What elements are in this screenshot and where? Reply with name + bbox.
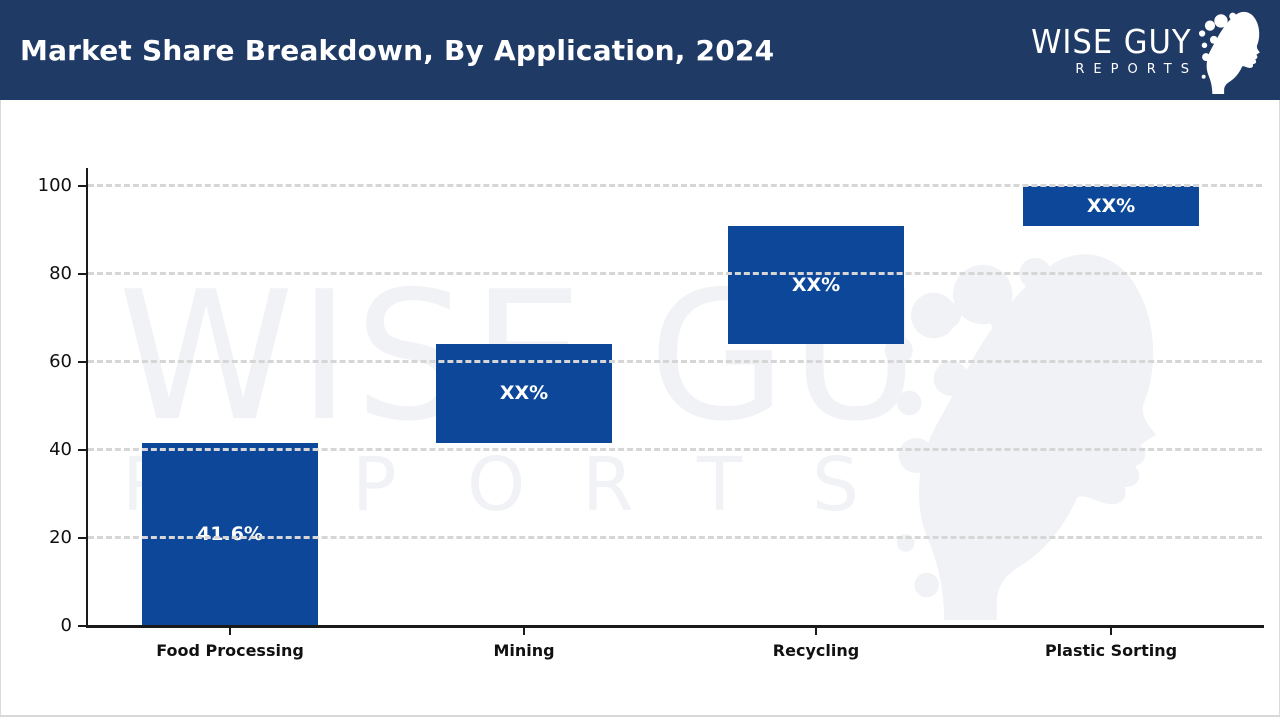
watermark-head-icon [884,254,1156,620]
y-tick [78,185,87,187]
y-tick [78,449,87,451]
watermark-letter: O [467,442,526,528]
gridline [88,272,1262,275]
gridline [88,536,1262,539]
bar-value-label: XX% [499,382,549,405]
bar-value-label: XX% [1086,194,1136,217]
x-category-label: Mining [493,641,555,660]
watermark-letter: P [352,442,397,528]
logo-sub-text: REPORTS [1075,61,1198,77]
y-tick-label: 20 [49,527,72,548]
y-tick-label: 40 [49,439,72,460]
bar-value-label: XX% [791,273,841,296]
bar-value-label: 41.6% [197,523,263,546]
x-tick [523,627,525,635]
y-tick [78,273,87,275]
watermark-letter: R [582,442,634,528]
page-bottom-border [0,715,1280,717]
bar: XX% [728,225,904,344]
x-category-label: Food Processing [156,641,304,660]
gridline [88,360,1262,363]
y-tick-label: 0 [60,615,72,636]
logo-head-icon [1198,11,1260,94]
header-banner: Market Share Breakdown, By Application, … [0,0,1280,100]
brand-logo: WISE GUY REPORTS [1019,6,1266,94]
x-category-label: Plastic Sorting [1044,641,1178,660]
gridline [88,184,1262,187]
bar: XX% [1023,186,1199,226]
page-title: Market Share Breakdown, By Application, … [20,33,775,67]
logo-brand-text: WISE GUY [1031,21,1192,61]
x-category-label: Recycling [772,641,860,660]
x-axis-line [86,625,1264,628]
y-tick-label: 60 [49,351,72,372]
y-axis-line [86,168,88,628]
bar: 41.6% [142,442,318,626]
bar: XX% [436,343,612,443]
y-tick [78,361,87,363]
gridline [88,448,1262,451]
watermark-letter: T [697,442,743,528]
y-tick-label: 80 [49,263,72,284]
y-tick-label: 100 [37,175,72,196]
x-tick [1110,627,1112,635]
watermark-letter: S [812,442,859,528]
x-tick [229,627,231,635]
x-tick [815,627,817,635]
y-tick [78,537,87,539]
y-tick [78,625,87,627]
